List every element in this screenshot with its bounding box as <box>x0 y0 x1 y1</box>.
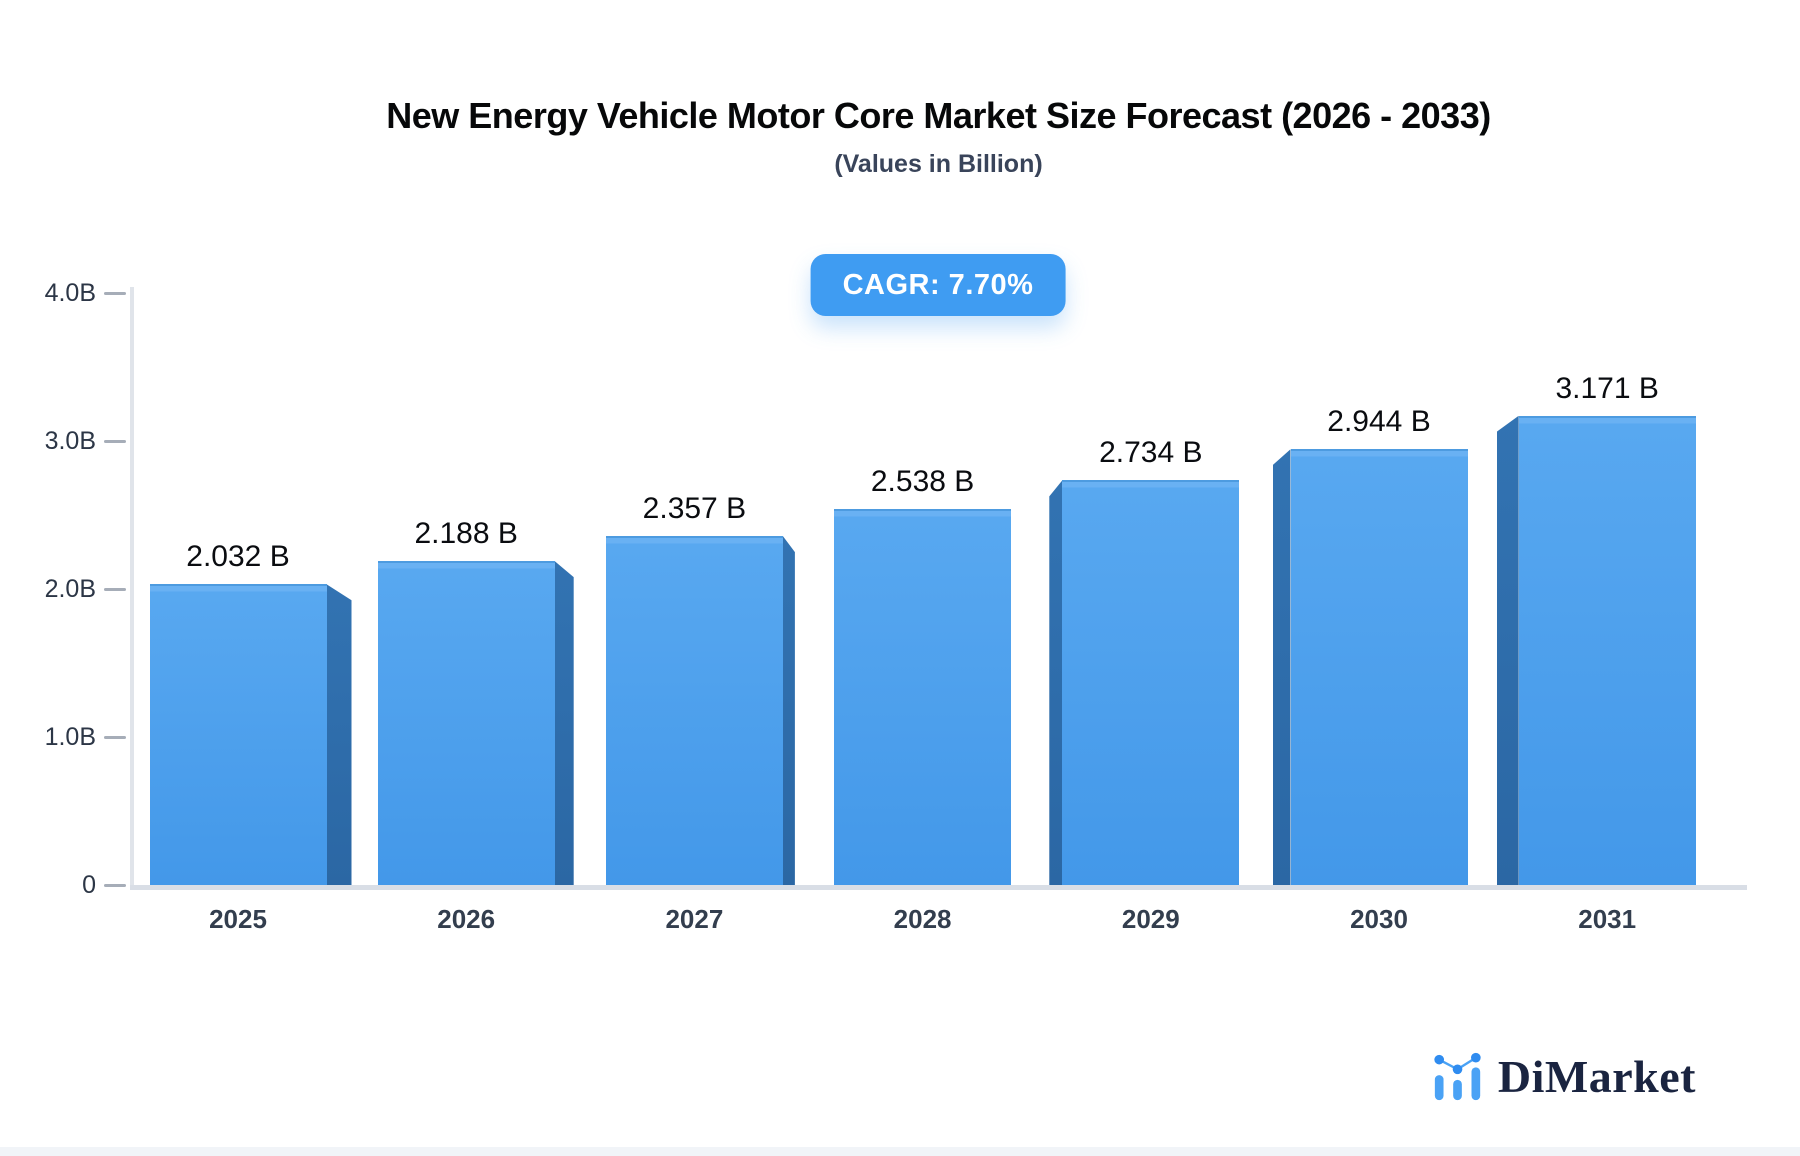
bar-side-panel <box>1496 415 1519 885</box>
bar-side-panel <box>326 584 352 885</box>
bar-value-label: 2.734 B <box>1099 436 1203 470</box>
bar-value-label: 3.171 B <box>1555 371 1659 405</box>
chart-title: New Energy Vehicle Motor Core Market Siz… <box>386 95 1491 136</box>
y-tick-dash <box>104 587 126 591</box>
y-tick-label: 1.0B <box>44 723 96 751</box>
bar-side-panel <box>782 536 795 885</box>
x-tick-label: 2025 <box>209 904 267 934</box>
dimarket-logo-text: DiMarket <box>1497 1051 1696 1102</box>
y-axis-line <box>130 287 134 889</box>
y-tick-label: 4.0B <box>44 279 96 307</box>
bottom-accent-bar <box>0 1147 1800 1156</box>
bar-face <box>149 584 327 885</box>
bar-value-label: 2.357 B <box>642 492 747 526</box>
bar-face <box>377 561 555 885</box>
bar-face <box>1518 415 1696 885</box>
bar-side-panel <box>1272 449 1291 885</box>
y-tick-dash <box>104 735 126 739</box>
y-tick-dash <box>104 883 126 887</box>
dimarket-logo: DiMarket <box>1431 1050 1696 1104</box>
x-tick-label: 2027 <box>665 904 724 934</box>
y-tick-label: 3.0B <box>44 427 96 455</box>
y-tick-dash <box>104 439 126 443</box>
bar-value-label: 2.944 B <box>1327 405 1431 439</box>
y-tick-label: 0 <box>82 871 96 899</box>
x-tick-label: 2031 <box>1578 904 1637 934</box>
bar-value-label: 2.188 B <box>414 517 518 551</box>
bar-face <box>1062 480 1240 885</box>
bar-side-panel <box>554 561 574 885</box>
y-tick-dash <box>104 291 126 295</box>
y-tick-label: 2.0B <box>44 575 96 603</box>
bar-value-label: 2.538 B <box>870 465 975 499</box>
cagr-badge: CAGR: 7.70% <box>810 254 1066 316</box>
bar-face <box>605 536 783 885</box>
x-axis-line <box>130 885 1747 890</box>
bar-face <box>1290 449 1468 885</box>
x-tick-label: 2026 <box>437 904 496 934</box>
mini-bar-line-chart-icon <box>1434 1052 1481 1101</box>
x-tick-label: 2029 <box>1121 904 1180 934</box>
chart-subtitle: (Values in Billion) <box>834 150 1043 178</box>
bar-value-label: 2.032 B <box>186 540 290 574</box>
bar-side-panel <box>1049 480 1063 885</box>
x-tick-label: 2030 <box>1350 904 1408 934</box>
bar-face <box>834 509 1012 885</box>
x-tick-label: 2028 <box>893 904 952 934</box>
